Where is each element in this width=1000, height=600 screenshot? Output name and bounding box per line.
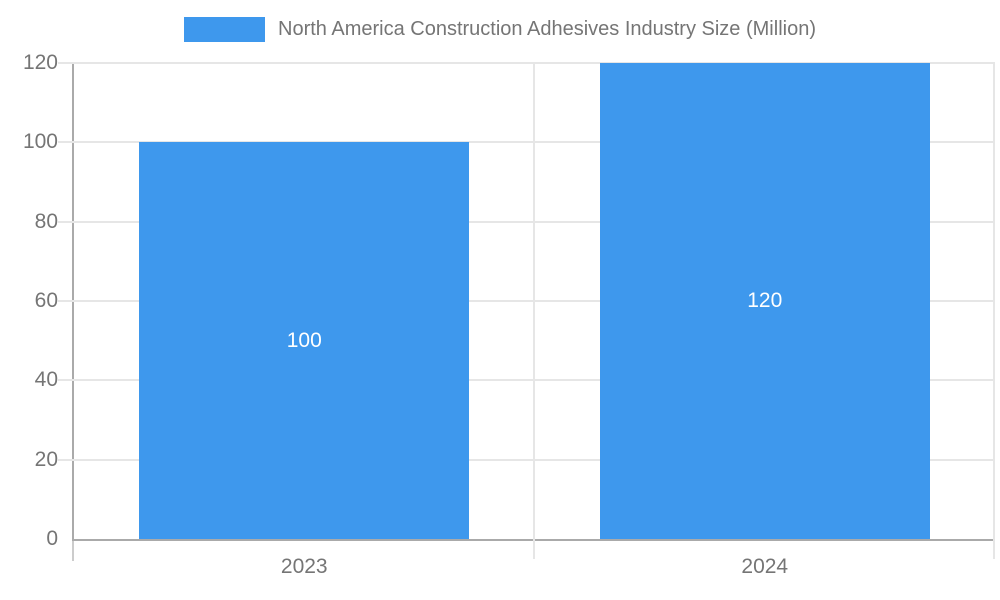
bar-value-label-2024: 120 <box>747 289 783 312</box>
y-axis-tick-label-0: 0 <box>46 527 58 550</box>
x-axis-tick-label-2024: 2024 <box>741 555 789 578</box>
x-axis-tick-label-2023: 2023 <box>280 555 328 578</box>
legend-swatch <box>184 17 265 42</box>
y-axis-tick-label-100: 100 <box>22 130 58 154</box>
y-axis-tick-label-40: 40 <box>34 368 58 392</box>
gridline-x-boundary-2 <box>993 63 995 559</box>
gridline-x-boundary-1 <box>532 63 535 559</box>
y-axis-tick-label-60: 60 <box>34 289 58 312</box>
legend[interactable]: North America Construction Adhesives Ind… <box>0 17 1000 42</box>
bar-2024[interactable]: 120 <box>599 63 930 539</box>
y-axis-tick-label-120: 120 <box>22 51 58 74</box>
y-axis-tick-label-80: 80 <box>34 209 58 233</box>
bar-2023[interactable]: 100 <box>139 142 470 539</box>
bar-value-label-2023: 100 <box>286 328 322 352</box>
x-axis-origin-tick <box>72 541 74 561</box>
y-axis-tick-label-20: 20 <box>34 447 58 471</box>
plot-area: 0 20 40 60 80 100 120 100 2023 120 2024 <box>23 51 995 578</box>
legend-label: North America Construction Adhesives Ind… <box>278 18 816 40</box>
